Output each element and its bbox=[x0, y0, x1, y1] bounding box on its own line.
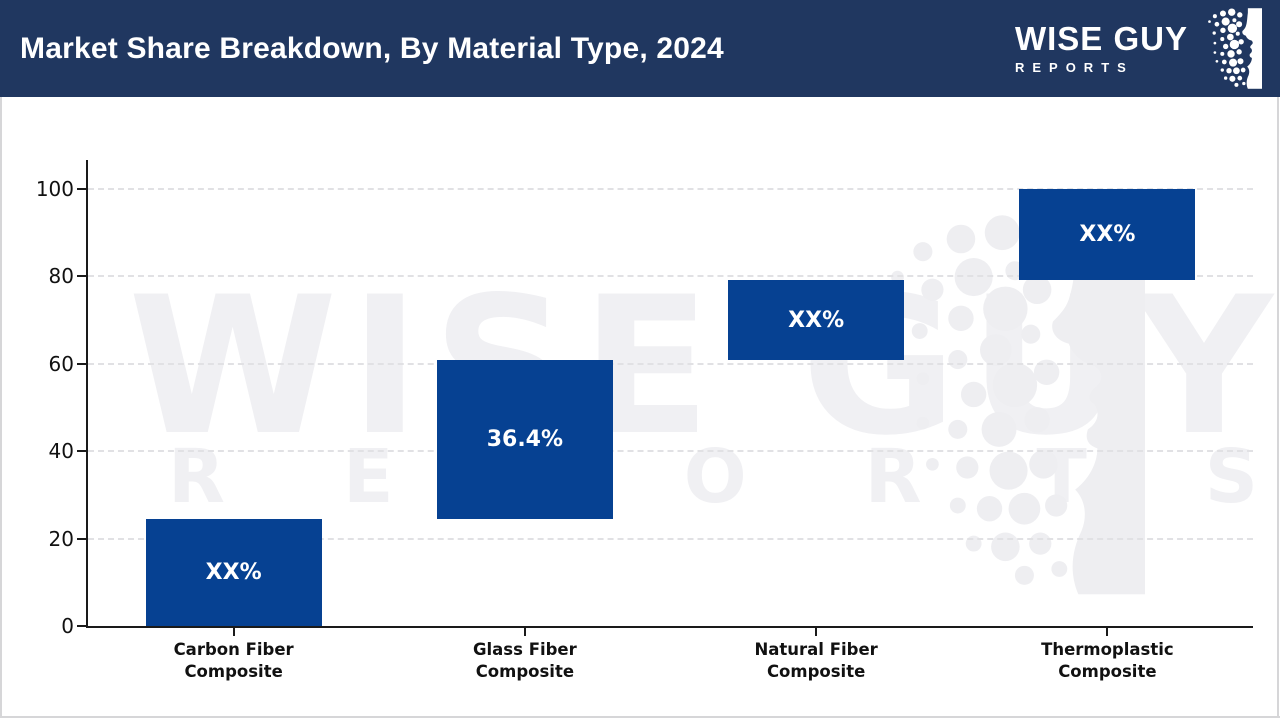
y-tick-0 bbox=[77, 625, 86, 627]
x-tick-natural-fiber-composite bbox=[815, 628, 818, 636]
bar-carbon-fiber-composite: XX% bbox=[145, 519, 322, 626]
brand-subtitle: REPORTS bbox=[1014, 60, 1134, 75]
page-title: Market Share Breakdown, By Material Type… bbox=[20, 31, 724, 65]
x-tick-thermoplastic-composite bbox=[1106, 628, 1109, 636]
gridline-60 bbox=[88, 362, 1253, 365]
y-tick-label-100: 100 bbox=[35, 177, 74, 201]
gridline-40 bbox=[88, 450, 1253, 453]
page-border-bottom bbox=[0, 716, 1280, 718]
bar-value-label: 36.4% bbox=[486, 427, 564, 453]
y-axis-spine bbox=[86, 160, 88, 628]
page-border-right bbox=[1277, 97, 1279, 718]
bar-glass-fiber-composite: 36.4% bbox=[436, 360, 613, 520]
y-tick-60 bbox=[77, 362, 86, 365]
x-category-label-thermoplastic-composite: Thermoplastic Composite bbox=[1041, 640, 1174, 681]
y-tick-40 bbox=[77, 450, 86, 453]
y-tick-label-0: 0 bbox=[61, 614, 74, 638]
y-tick-label-60: 60 bbox=[48, 351, 74, 376]
header-bar: Market Share Breakdown, By Material Type… bbox=[0, 0, 1280, 97]
page-border-left bbox=[0, 97, 2, 718]
brand-head-icon bbox=[1192, 8, 1262, 89]
x-category-label-glass-fiber-composite: Glass Fiber Composite bbox=[472, 640, 577, 681]
gridline-100 bbox=[88, 188, 1253, 190]
x-axis-spine bbox=[86, 626, 1253, 628]
y-tick-label-40: 40 bbox=[48, 439, 74, 464]
y-tick-20 bbox=[77, 537, 86, 540]
gridline-20 bbox=[88, 537, 1253, 540]
x-tick-glass-fiber-composite bbox=[523, 628, 526, 636]
x-category-label-natural-fiber-composite: Natural Fiber Composite bbox=[754, 640, 878, 681]
watermark-brand-subtitle: REPORTS bbox=[168, 434, 1280, 520]
x-category-label-carbon-fiber-composite: Carbon Fiber Composite bbox=[173, 640, 294, 681]
brand-logo: WISE GUY REPORTS bbox=[1015, 8, 1262, 89]
y-tick-80 bbox=[77, 275, 86, 278]
bar-value-label: XX% bbox=[205, 560, 262, 586]
y-tick-label-20: 20 bbox=[48, 526, 74, 551]
y-tick-label-80: 80 bbox=[48, 264, 74, 289]
bar-natural-fiber-composite: XX% bbox=[728, 279, 905, 361]
brand-text: WISE GUY REPORTS bbox=[1015, 22, 1188, 75]
bar-thermoplastic-composite: XX% bbox=[1019, 189, 1196, 280]
y-tick-100 bbox=[77, 188, 86, 190]
brand-name: WISE GUY bbox=[1014, 20, 1188, 57]
bar-value-label: XX% bbox=[1079, 221, 1136, 247]
plot-area: 0 20 40 60 80 100 XX% Carbon Fiber Composite 36.… bbox=[36, 160, 1253, 681]
gridline-80 bbox=[88, 275, 1253, 278]
bar-value-label: XX% bbox=[788, 307, 845, 333]
x-tick-carbon-fiber-composite bbox=[232, 628, 235, 636]
